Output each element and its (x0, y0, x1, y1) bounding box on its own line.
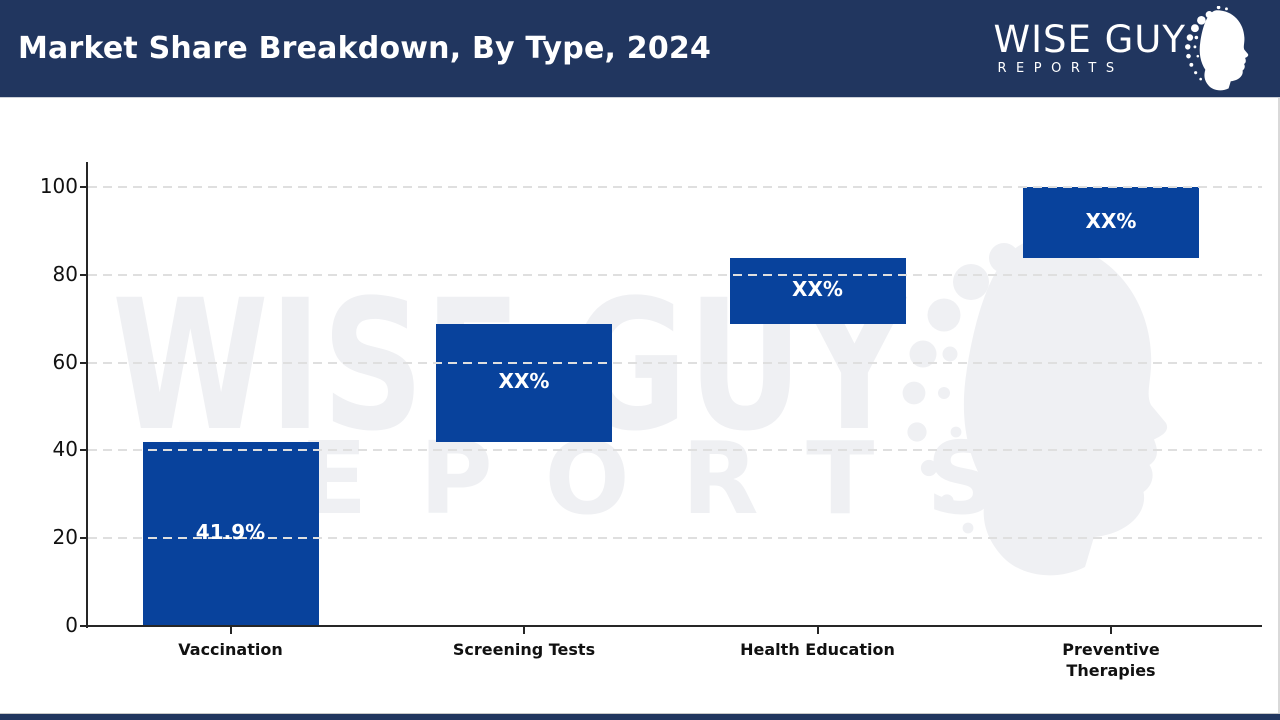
bar-value-label: XX% (792, 277, 843, 302)
y-tick-label: 0 (65, 613, 78, 637)
y-axis-line (86, 162, 88, 628)
y-axis-tick (80, 537, 88, 540)
bar (1023, 187, 1199, 259)
brand-logo: WISE GUY REPORTS (994, 5, 1258, 92)
gridline (88, 273, 1262, 276)
x-tick-label: Screening Tests (452, 640, 596, 659)
page-title: Market Share Breakdown, By Type, 2024 (18, 31, 712, 66)
bar-value-label: XX% (498, 369, 550, 393)
logo-face-icon (1185, 5, 1249, 90)
x-tick-label: Preventive Therapies (1062, 640, 1160, 680)
y-tick-label: 20 (52, 525, 78, 550)
bar (142, 442, 319, 626)
x-axis-tick (1110, 627, 1112, 634)
header-bar: Market Share Breakdown, By Type, 2024 WI… (0, 0, 1280, 98)
bar (436, 323, 612, 443)
y-axis-tick (80, 449, 88, 452)
footer-bar (0, 713, 1280, 720)
x-tick-label: Vaccination (178, 640, 283, 659)
gridline (88, 449, 1262, 452)
gridline (88, 537, 1262, 540)
bar-value-label: 41.9% (195, 520, 266, 545)
y-axis-tick (80, 361, 88, 364)
y-tick-label: 60 (52, 349, 78, 374)
x-axis-tick (523, 627, 525, 634)
y-tick-label: 40 (52, 437, 78, 462)
x-axis-tick (229, 627, 232, 634)
x-tick-label: Health Education (740, 640, 895, 659)
x-axis-tick (816, 627, 819, 634)
logo-line1: WISE GUY (993, 18, 1186, 61)
logo-wordmark: WISE GUY REPORTS (994, 21, 1186, 76)
bar (729, 258, 906, 324)
y-axis-tick (80, 273, 88, 276)
y-axis-tick (80, 186, 88, 188)
gridline (88, 186, 1262, 188)
bar-value-label: XX% (1085, 208, 1137, 233)
y-tick-label: 80 (52, 261, 78, 286)
y-axis-tick (80, 625, 88, 627)
gridline (88, 361, 1262, 364)
y-tick-label: 100 (39, 174, 78, 198)
logo-line2: REPORTS (997, 61, 1124, 76)
x-axis-line (88, 625, 1262, 627)
